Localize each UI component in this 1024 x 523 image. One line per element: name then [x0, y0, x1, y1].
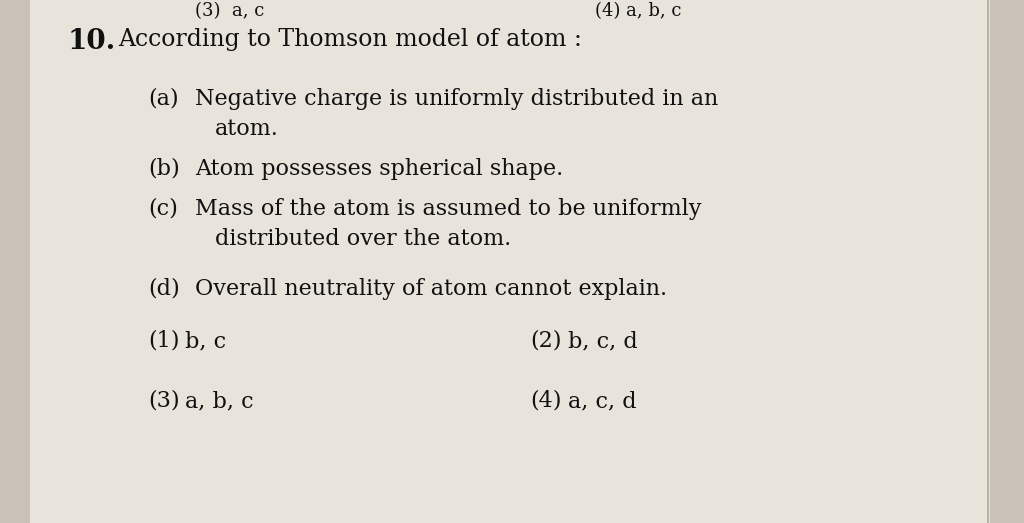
- Text: Negative charge is uniformly distributed in an: Negative charge is uniformly distributed…: [195, 88, 718, 110]
- Text: (4) a, b, c: (4) a, b, c: [595, 2, 682, 20]
- Text: b, c, d: b, c, d: [568, 330, 638, 352]
- Text: (d): (d): [148, 278, 180, 300]
- Text: (3): (3): [148, 390, 179, 412]
- Text: a, b, c: a, b, c: [185, 390, 254, 412]
- Text: (4): (4): [530, 390, 561, 412]
- Text: (a): (a): [148, 88, 178, 110]
- Text: atom.: atom.: [215, 118, 279, 140]
- Text: (c): (c): [148, 198, 178, 220]
- Text: b, c: b, c: [185, 330, 226, 352]
- Text: (1): (1): [148, 330, 179, 352]
- Text: a, c, d: a, c, d: [568, 390, 637, 412]
- Text: distributed over the atom.: distributed over the atom.: [215, 228, 511, 250]
- Text: (3)  a, c: (3) a, c: [195, 2, 264, 20]
- Text: According to Thomson model of atom :: According to Thomson model of atom :: [118, 28, 582, 51]
- Text: Atom possesses spherical shape.: Atom possesses spherical shape.: [195, 158, 563, 180]
- FancyBboxPatch shape: [30, 0, 990, 523]
- Text: 10.: 10.: [68, 28, 117, 55]
- Text: Mass of the atom is assumed to be uniformly: Mass of the atom is assumed to be unifor…: [195, 198, 701, 220]
- Text: (b): (b): [148, 158, 180, 180]
- Text: Overall neutrality of atom cannot explain.: Overall neutrality of atom cannot explai…: [195, 278, 667, 300]
- Text: (2): (2): [530, 330, 561, 352]
